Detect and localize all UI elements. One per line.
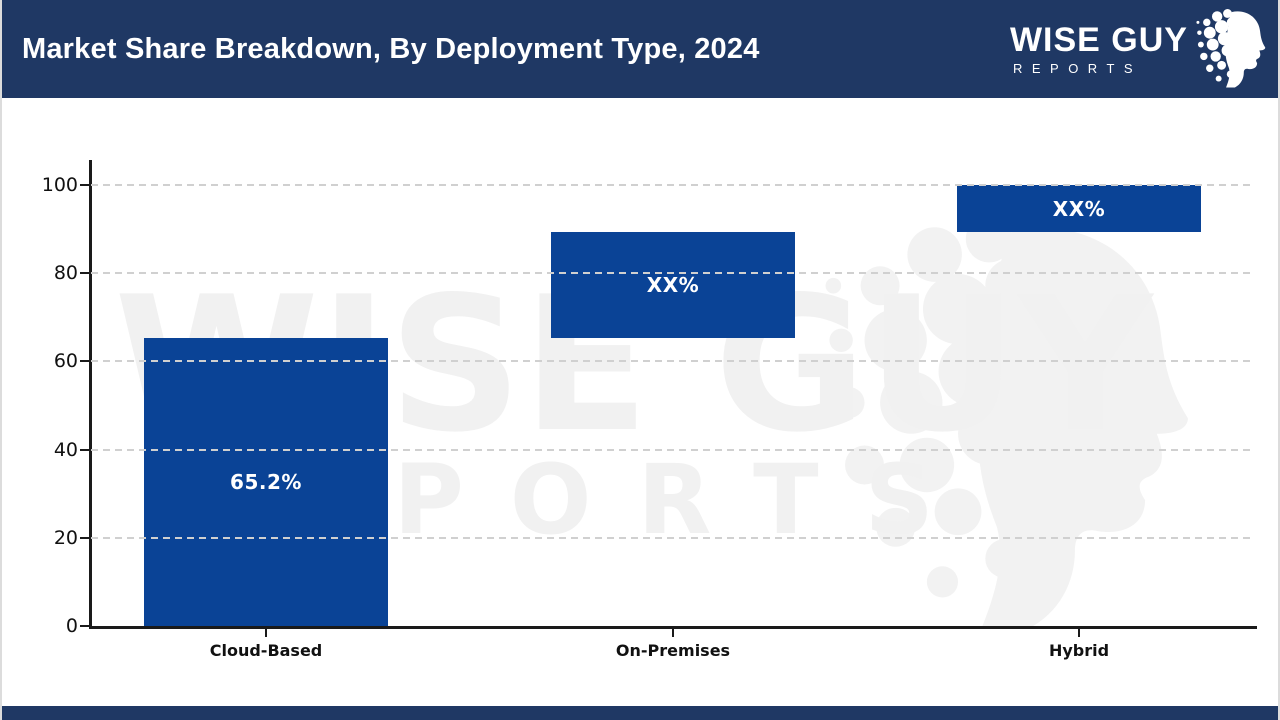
gridline-20 [91,536,1255,539]
x-category-label-hybrid: Hybrid [1048,641,1110,660]
brand-logo: WISE GUY REPORTS [1010,6,1266,92]
x-category-label-cloud-based: Cloud-Based [209,641,323,660]
y-tick-mark [80,625,89,627]
y-tick-mark [80,448,89,451]
bar-hybrid: XX% [957,185,1201,233]
x-tick-mark-hybrid [1078,629,1080,637]
x-tick-mark-on-premises [672,629,674,637]
y-tick-mark [80,184,89,186]
bar-value-label-cloud-based: 65.2% [230,470,302,495]
gridline-80 [91,272,1255,275]
y-tick-label: 20 [53,526,78,549]
gridline-60 [91,360,1255,363]
y-tick-label: 60 [53,350,78,373]
logo-tagline: REPORTS [1012,60,1143,76]
logo-text: WISE GUY REPORTS [1010,23,1188,76]
x-axis-line [89,626,1257,629]
logo-head-icon [1192,6,1266,92]
bar-cloud-based: 65.2% [144,338,388,626]
y-tick-label: 40 [53,438,78,461]
y-tick-label: 100 [41,174,78,196]
header-bar: Market Share Breakdown, By Deployment Ty… [2,0,1278,98]
x-tick-mark-cloud-based [265,629,267,637]
bar-value-label-hybrid: XX% [1052,196,1106,221]
y-tick-mark [80,272,89,275]
y-axis-line [89,160,92,629]
y-tick-label: 0 [65,615,78,637]
y-tick-mark [80,360,89,363]
bar-on-premises: XX% [551,232,795,339]
gridline-100 [91,184,1255,186]
logo-wordmark: WISE GUY [1009,20,1188,59]
y-tick-mark [80,536,89,539]
footer-bar [2,706,1278,720]
y-tick-label: 80 [53,262,78,285]
chart-title: Market Share Breakdown, By Deployment Ty… [22,32,760,65]
gridline-40 [91,448,1255,451]
x-category-label-on-premises: On-Premises [615,641,731,660]
bar-value-label-on-premises: XX% [646,273,700,298]
